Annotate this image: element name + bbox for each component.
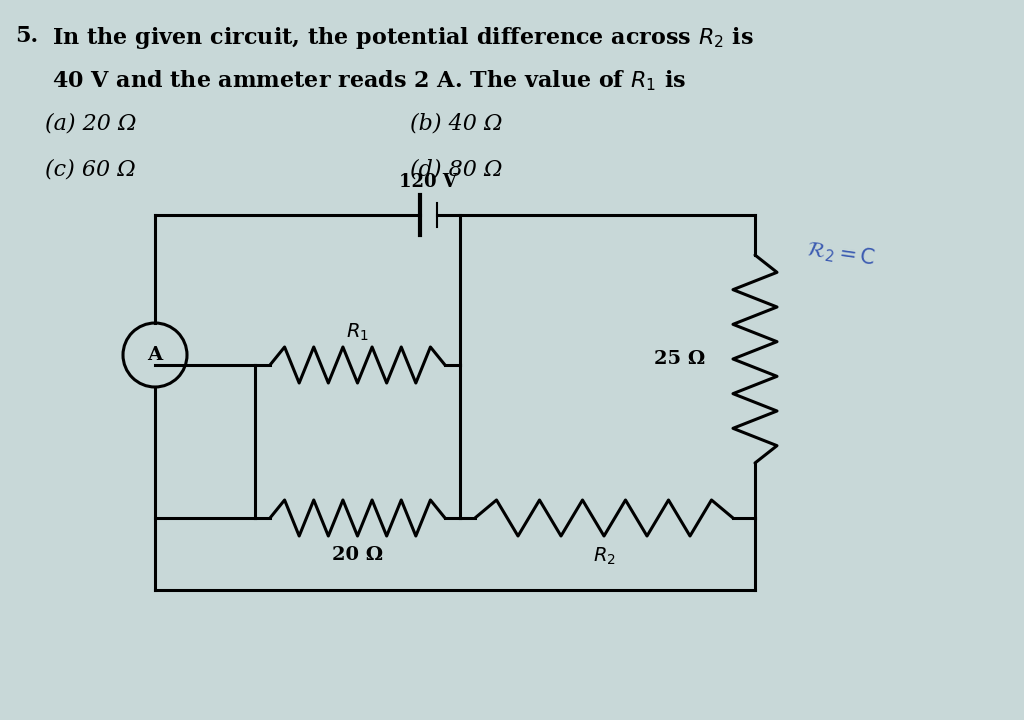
Text: $R_2$: $R_2$ [593, 546, 615, 567]
Text: $\mathcal{R}_2 = \mathsf{C}$: $\mathcal{R}_2 = \mathsf{C}$ [805, 238, 877, 271]
Text: (b) 40 Ω: (b) 40 Ω [410, 112, 503, 134]
Text: $R_1$: $R_1$ [346, 322, 369, 343]
Text: 20 Ω: 20 Ω [332, 546, 383, 564]
Text: 120 V: 120 V [399, 173, 457, 191]
Text: (d) 80 Ω: (d) 80 Ω [410, 158, 503, 180]
Text: A: A [147, 346, 163, 364]
Text: 5.: 5. [15, 25, 38, 47]
Text: 25 Ω: 25 Ω [653, 350, 705, 368]
Text: (a) 20 Ω: (a) 20 Ω [45, 112, 136, 134]
Text: (c) 60 Ω: (c) 60 Ω [45, 158, 136, 180]
Text: 40 V and the ammeter reads 2 A. The value of $R_1$ is: 40 V and the ammeter reads 2 A. The valu… [52, 68, 686, 93]
Text: In the given circuit, the potential difference across $R_2$ is: In the given circuit, the potential diff… [52, 25, 754, 51]
